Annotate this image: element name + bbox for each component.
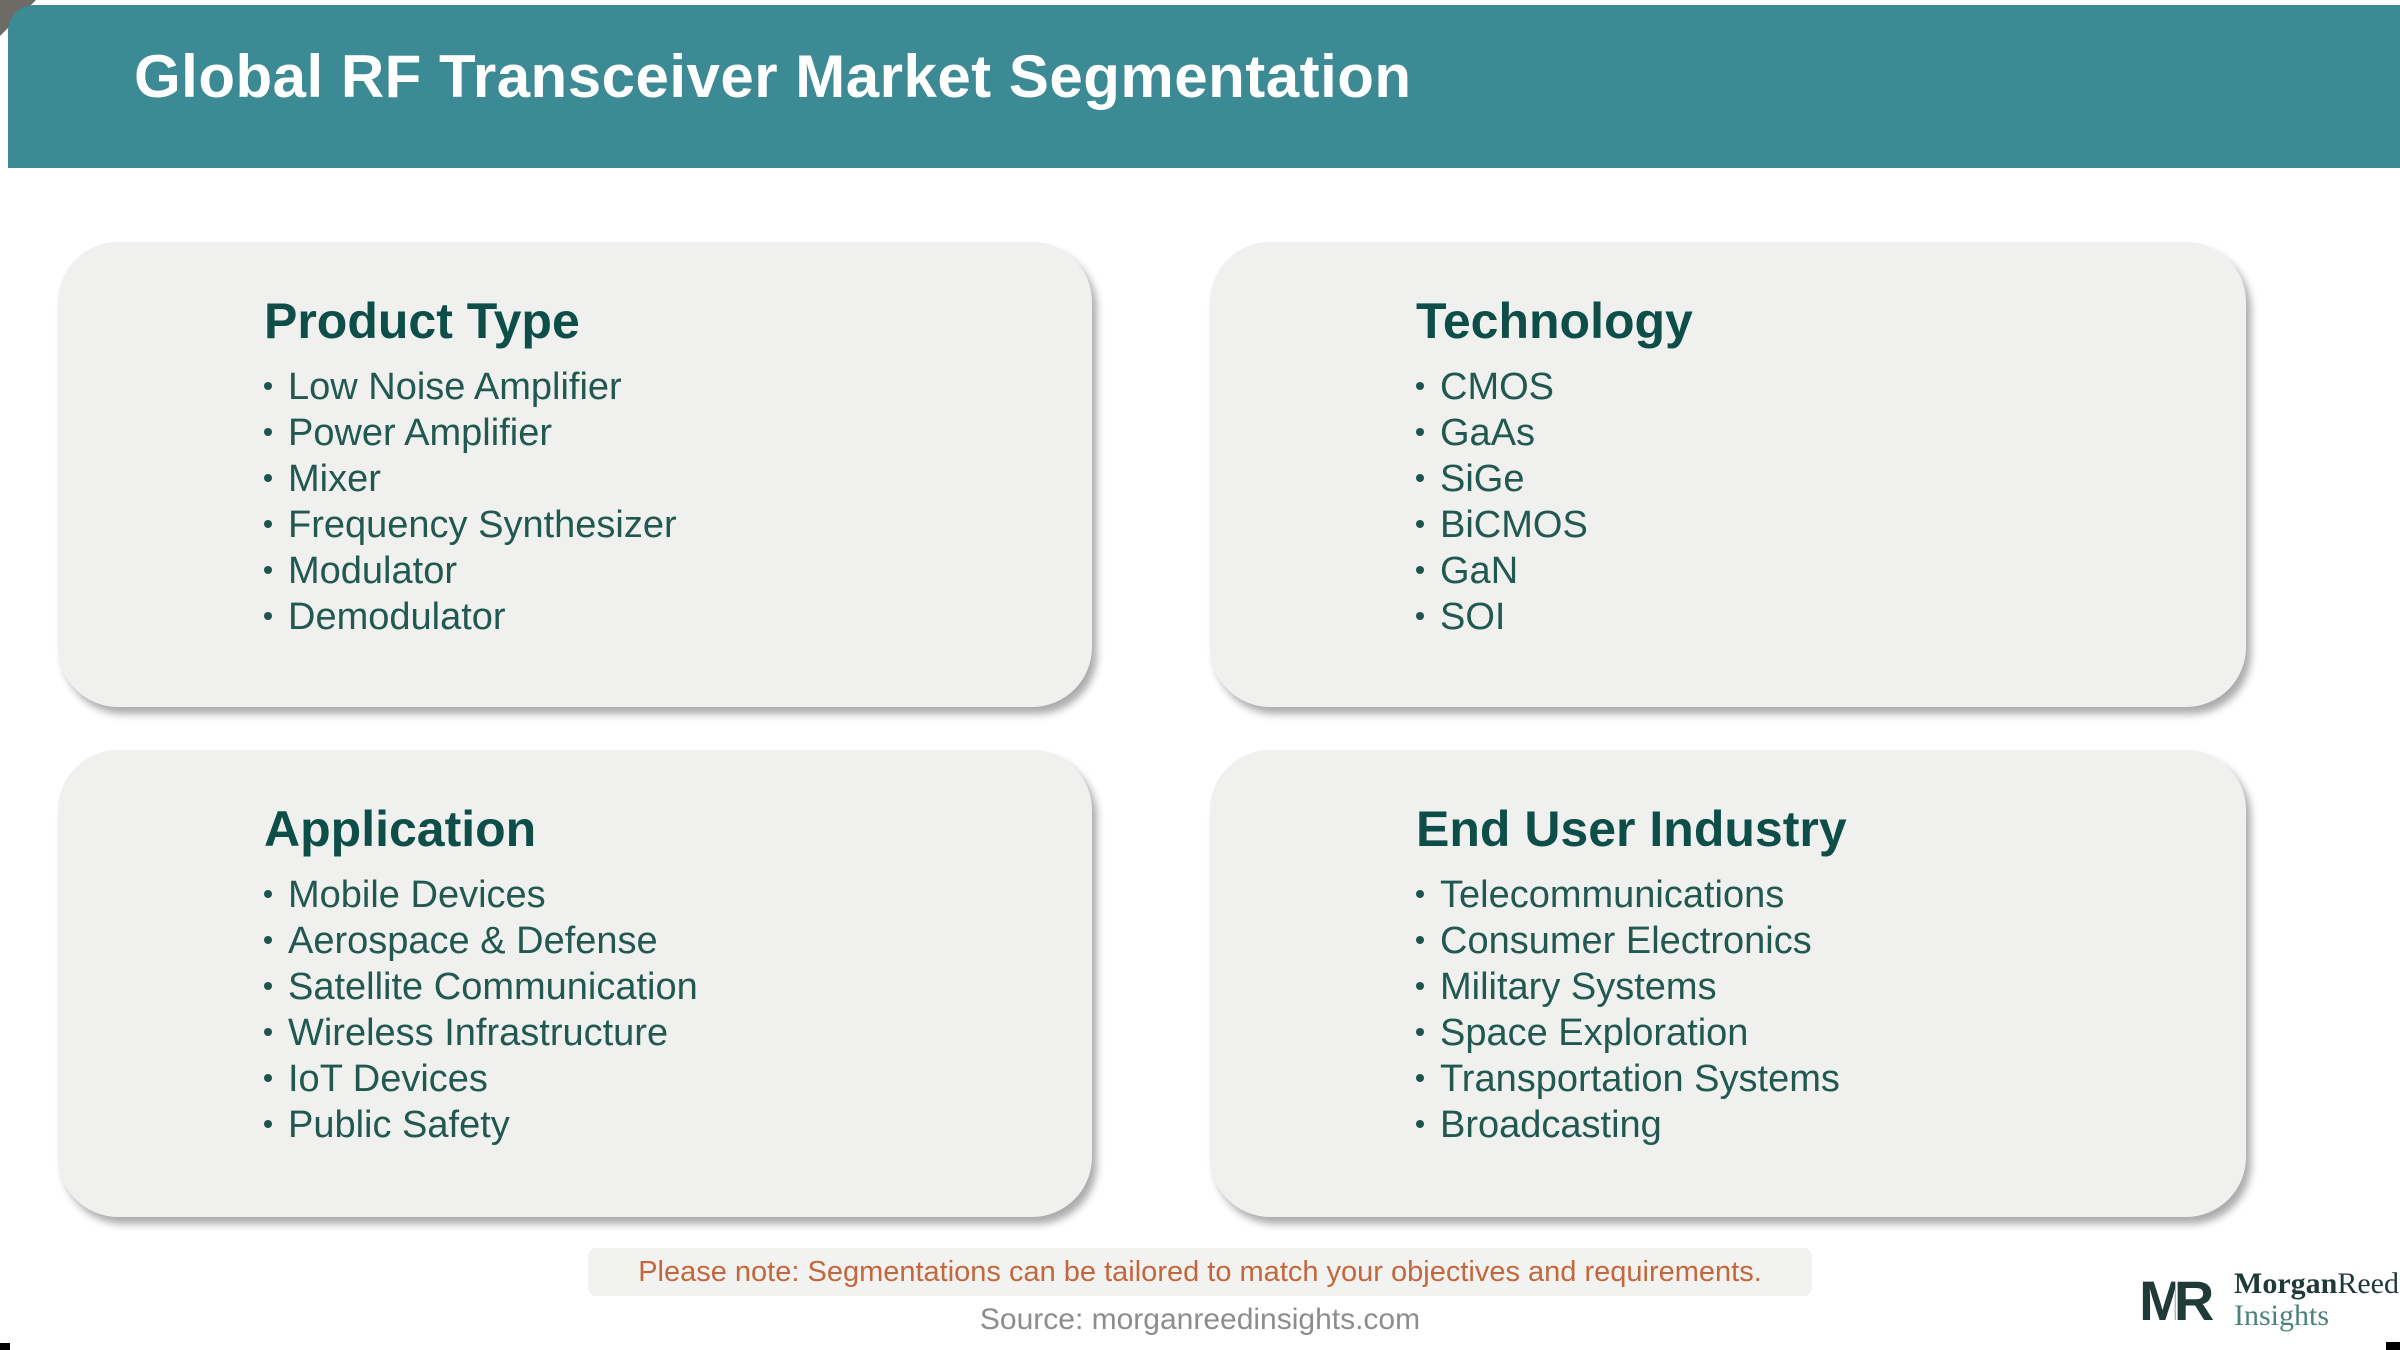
list-item: GaN [1416, 548, 2206, 594]
bullet-list: Mobile Devices Aerospace & Defense Satel… [264, 872, 1052, 1148]
bullet-list: Telecommunications Consumer Electronics … [1416, 872, 2206, 1148]
list-item: Mixer [264, 456, 1052, 502]
list-item: Consumer Electronics [1416, 918, 2206, 964]
card-title: Application [264, 801, 537, 857]
note-text: Please note: Segmentations can be tailor… [638, 1255, 1762, 1288]
segmentation-card-product-type: Product Type Low Noise Amplifier Power A… [58, 242, 1092, 707]
segmentation-card-application: Application Mobile Devices Aerospace & D… [58, 750, 1092, 1217]
logo-company-name: MorganReed [2234, 1267, 2399, 1300]
list-item: Wireless Infrastructure [264, 1010, 1052, 1056]
card-title: Product Type [264, 293, 580, 349]
list-item: Satellite Communication [264, 964, 1052, 1010]
list-item: IoT Devices [264, 1056, 1052, 1102]
logo-text: MorganReed Insights [2234, 1268, 2399, 1332]
list-item: Low Noise Amplifier [264, 364, 1052, 410]
morganreed-logo: M R MorganReed Insights [2138, 1268, 2399, 1332]
list-item: SOI [1416, 594, 2206, 640]
card-title: Technology [1416, 293, 1693, 349]
segmentation-card-end-user-industry: End User Industry Telecommunications Con… [1210, 750, 2246, 1217]
list-item: Frequency Synthesizer [264, 502, 1052, 548]
source-text: Source: morganreedinsights.com [979, 1303, 1421, 1336]
list-item: Military Systems [1416, 964, 2206, 1010]
segmentation-card-technology: Technology CMOS GaAs SiGe BiCMOS GaN SOI [1210, 242, 2246, 707]
bullet-list: CMOS GaAs SiGe BiCMOS GaN SOI [1416, 364, 2206, 640]
list-item: Modulator [264, 548, 1052, 594]
logo-tagline: Insights [2234, 1299, 2330, 1332]
list-item: Transportation Systems [1416, 1056, 2206, 1102]
list-item: Demodulator [264, 594, 1052, 640]
screen-artifact-bottom-right [2386, 1342, 2400, 1350]
list-item: BiCMOS [1416, 502, 2206, 548]
page-title: Global RF Transceiver Market Segmentatio… [134, 43, 1412, 110]
card-title: End User Industry [1416, 801, 1847, 857]
logo-monogram-m: M [2139, 1272, 2186, 1328]
list-item: SiGe [1416, 456, 2206, 502]
list-item: GaAs [1416, 410, 2206, 456]
list-item: Public Safety [264, 1102, 1052, 1148]
list-item: Telecommunications [1416, 872, 2206, 918]
list-item: Power Amplifier [264, 410, 1052, 456]
header-bar: Global RF Transceiver Market Segmentatio… [8, 5, 2400, 168]
list-item: Mobile Devices [264, 872, 1052, 918]
list-item: Aerospace & Defense [264, 918, 1052, 964]
bullet-list: Low Noise Amplifier Power Amplifier Mixe… [264, 364, 1052, 640]
note-banner: Please note: Segmentations can be tailor… [588, 1248, 1812, 1296]
screen-artifact-bottom-left [0, 1343, 10, 1350]
list-item: CMOS [1416, 364, 2206, 410]
logo-monogram-r: R [2174, 1272, 2214, 1328]
list-item: Space Exploration [1416, 1010, 2206, 1056]
list-item: Broadcasting [1416, 1102, 2206, 1148]
mr-logo-icon: M R [2139, 1272, 2216, 1328]
